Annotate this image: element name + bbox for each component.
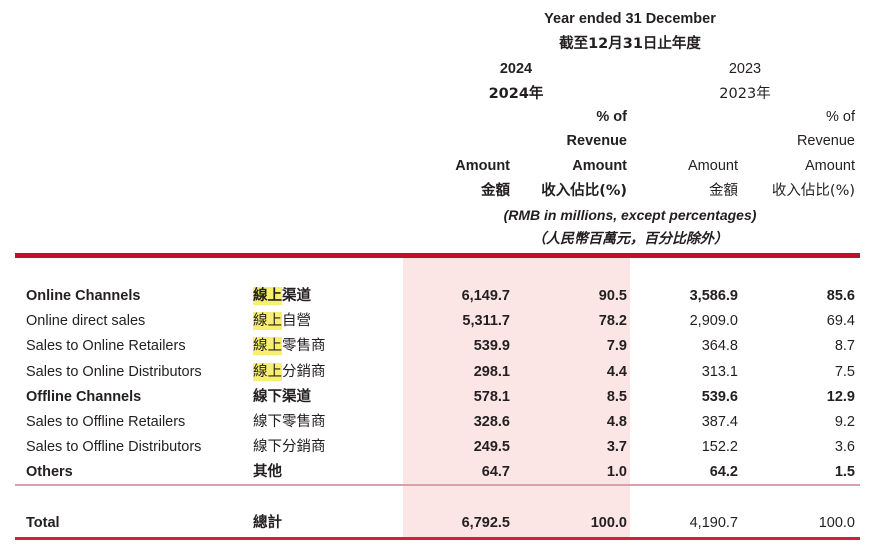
total-label-en: Total <box>26 515 60 531</box>
total-amount-2024: 6,792.5 <box>461 515 510 531</box>
highlighted-term: 線上 <box>253 362 282 381</box>
cell-pct-2024: 3.7 <box>606 439 627 456</box>
column-header-pct-amount-2023: Amount <box>805 158 855 174</box>
cell-pct-2024: 1.0 <box>606 464 627 481</box>
row-label-zh: 線下分銷商 <box>253 440 326 455</box>
cell-amount-2023: 152.2 <box>701 439 738 456</box>
year-header-2024-en: 2024 <box>499 61 533 77</box>
cell-pct-2023: 7.5 <box>834 363 855 380</box>
row-label-zh-rest: 分銷商 <box>282 363 326 380</box>
highlighted-term: 線上 <box>253 337 282 356</box>
cell-pct-2024: 4.8 <box>606 414 627 430</box>
row-label-en: Offline Channels <box>26 388 142 405</box>
cell-pct-2024: 8.5 <box>606 388 627 405</box>
column-header-pct-amount-2023-zh: 收入佔比(%) <box>771 183 855 199</box>
row-label-zh: 線上自營 <box>253 312 311 331</box>
highlighted-2024-column-band <box>403 257 630 538</box>
cell-pct-2023: 85.6 <box>826 288 855 304</box>
row-label-zh-rest: 零售商 <box>282 338 326 355</box>
row-label-zh-rest: 其他 <box>253 464 282 481</box>
column-header-amount-2023-zh: 金額 <box>709 183 738 199</box>
row-label-zh-rest: 線下渠道 <box>253 388 311 405</box>
cell-amount-2024: 328.6 <box>473 414 510 430</box>
cell-pct-2023: 9.2 <box>834 414 855 430</box>
row-label-zh: 其他 <box>253 465 282 480</box>
pct-of-revenue-2024-line1: % of <box>596 109 627 125</box>
pct-of-revenue-2023-line1: % of <box>825 109 855 125</box>
year-header-2023-zh: 2023年 <box>719 86 771 102</box>
cell-amount-2023: 387.4 <box>701 414 738 430</box>
column-header-amount-2024-zh: 金額 <box>481 183 510 199</box>
column-header-pct-amount-2024: Amount <box>572 158 627 174</box>
pct-of-revenue-2024-line2: Revenue <box>566 133 627 149</box>
row-label-zh-rest: 自營 <box>282 313 311 330</box>
cell-amount-2023: 313.1 <box>701 363 738 380</box>
cell-amount-2024: 578.1 <box>473 388 510 405</box>
table-bottom-rule <box>15 537 860 540</box>
row-label-en: Online Channels <box>26 288 141 304</box>
row-label-zh: 線下渠道 <box>253 390 311 405</box>
cell-amount-2024: 539.9 <box>473 338 510 355</box>
cell-pct-2023: 1.5 <box>834 464 855 481</box>
row-label-en: Sales to Online Distributors <box>26 363 202 380</box>
row-label-zh: 線上渠道 <box>253 287 311 305</box>
pct-of-revenue-2023-line2: Revenue <box>796 133 855 149</box>
row-label-en: Sales to Online Retailers <box>26 338 186 355</box>
table-subtotal-rule <box>15 484 860 486</box>
units-note-en: (RMB in millions, except percentages) <box>503 207 757 223</box>
row-label-en: Sales to Offline Retailers <box>26 414 186 430</box>
period-heading-zh: 截至12月31日止年度 <box>559 36 701 52</box>
cell-pct-2023: 69.4 <box>826 313 855 330</box>
cell-amount-2023: 2,909.0 <box>689 313 738 330</box>
units-note-zh: （人民幣百萬元，百分比除外） <box>532 231 728 247</box>
year-header-2023-en: 2023 <box>728 61 762 77</box>
row-label-en: Others <box>26 464 73 481</box>
cell-pct-2023: 8.7 <box>834 338 855 355</box>
column-header-amount-2023: Amount <box>688 158 738 174</box>
cell-pct-2024: 7.9 <box>606 338 627 355</box>
cell-amount-2023: 364.8 <box>701 338 738 355</box>
cell-pct-2024: 78.2 <box>598 313 627 330</box>
cell-pct-2024: 90.5 <box>598 288 627 304</box>
row-label-zh-rest: 線下零售商 <box>253 414 326 430</box>
table-top-rule <box>15 253 860 258</box>
highlighted-term: 線上 <box>253 312 282 331</box>
cell-amount-2024: 64.7 <box>481 464 510 481</box>
cell-amount-2024: 298.1 <box>473 363 510 380</box>
row-label-zh-rest: 渠道 <box>282 288 311 304</box>
period-heading-en: Year ended 31 December <box>544 11 716 27</box>
cell-amount-2023: 3,586.9 <box>689 288 738 304</box>
highlighted-term: 線上 <box>253 287 282 305</box>
row-label-zh: 線上分銷商 <box>253 362 326 381</box>
cell-amount-2024: 5,311.7 <box>462 313 510 330</box>
row-label-zh: 線上零售商 <box>253 337 326 356</box>
row-label-zh: 線下零售商 <box>253 415 326 430</box>
total-label-zh: 總計 <box>253 515 282 531</box>
column-header-pct-amount-2024-zh: 收入佔比(%) <box>541 183 627 199</box>
total-amount-2023: 4,190.7 <box>689 515 738 531</box>
cell-amount-2024: 6,149.7 <box>461 288 510 304</box>
row-label-en: Sales to Offline Distributors <box>26 439 202 456</box>
total-pct-2023: 100.0 <box>818 515 855 531</box>
row-label-zh-rest: 線下分銷商 <box>253 439 326 456</box>
cell-amount-2023: 64.2 <box>709 464 738 481</box>
cell-amount-2023: 539.6 <box>701 388 738 405</box>
column-header-amount-2024: Amount <box>455 158 510 174</box>
cell-pct-2024: 4.4 <box>606 363 627 380</box>
year-header-2024-zh: 2024年 <box>488 86 544 102</box>
row-label-en: Online direct sales <box>26 313 146 330</box>
total-pct-2024: 100.0 <box>590 515 627 531</box>
cell-pct-2023: 12.9 <box>826 388 855 405</box>
cell-pct-2023: 3.6 <box>834 439 855 456</box>
cell-amount-2024: 249.5 <box>473 439 510 456</box>
